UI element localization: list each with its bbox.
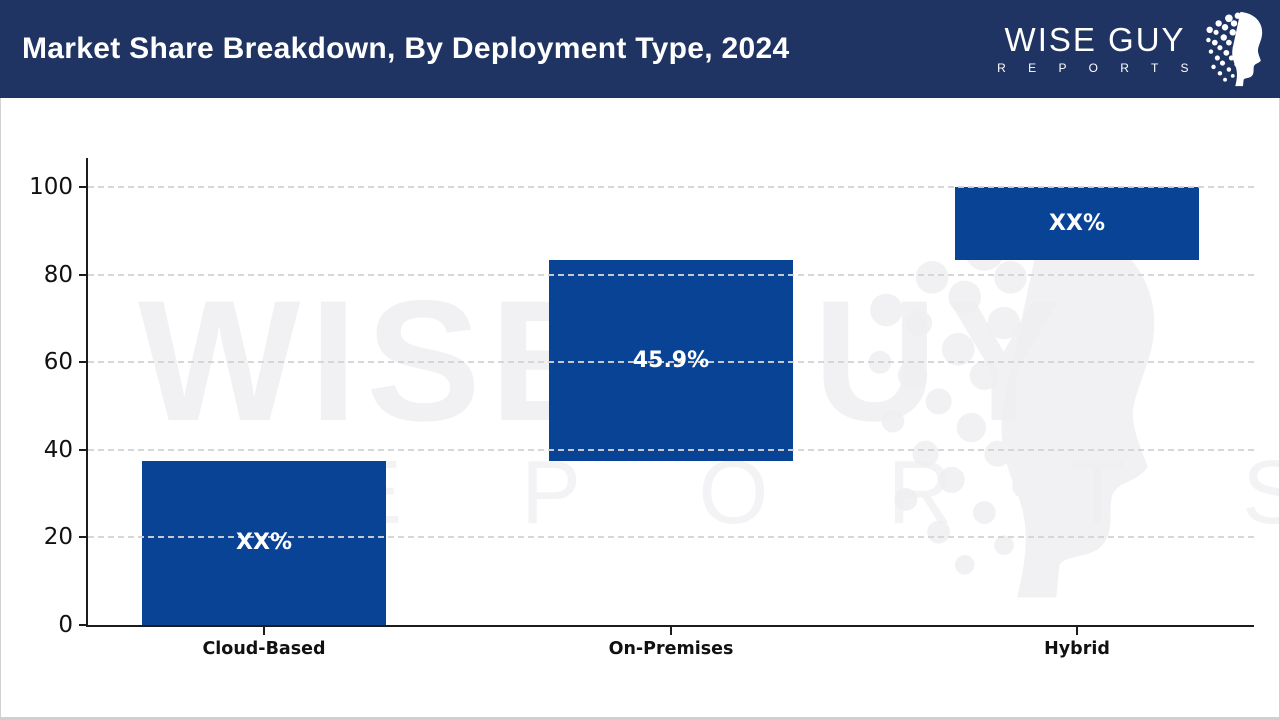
y-axis-tick-label-60: 60 [43,349,73,376]
page-title: Market Share Breakdown, By Deployment Ty… [22,32,790,65]
y-axis-line [86,158,88,627]
y-axis-tick-80 [79,273,88,276]
bar-value-label-hybrid: XX% [1049,210,1105,236]
x-axis-tick-hybrid [1076,627,1078,635]
y-axis-tick-label-0: 0 [58,612,73,638]
y-axis-tick-20 [79,536,88,539]
y-axis-tick-40 [79,448,88,451]
page-edge-left [0,98,1,720]
x-category-label-on-premises: On-Premises [608,639,734,659]
x-axis-line [86,625,1254,627]
bar-value-label-cloud-based: XX% [236,530,292,556]
logo-wordmark: WISE GUY [1004,21,1186,58]
header-banner: Market Share Breakdown, By Deployment Ty… [0,0,1280,98]
dotted-head-icon [1206,11,1263,87]
x-category-label-cloud-based: Cloud-Based [202,639,326,659]
bar-cloud-based [142,460,386,625]
gridline-80 [88,273,1254,276]
wise-guy-reports-logo: WISE GUY R E P O R T S [992,7,1266,91]
y-axis-tick-label-80: 80 [43,261,73,288]
y-axis-tick-60 [79,361,88,364]
logo-text: WISE GUY R E P O R T S [992,23,1198,75]
gridline-40 [88,448,1254,451]
page-edge-bottom [0,717,1280,720]
y-axis-tick-label-20: 20 [43,524,73,551]
bar-on-premises [549,259,793,461]
y-axis-tick-0 [79,624,88,626]
bar-hybrid [955,187,1199,260]
logo-subtitle: R E P O R T S [997,61,1198,75]
y-axis-tick-label-100: 100 [29,174,73,200]
x-axis-tick-on-premises [670,627,672,635]
x-category-label-hybrid: Hybrid [1044,639,1110,659]
gridline-60 [88,361,1254,364]
gridline-100 [88,186,1254,188]
y-axis-tick-label-40: 40 [43,436,73,463]
gridline-20 [88,536,1254,539]
bar-value-label-on-premises: 45.9% [632,347,710,373]
watermark-dotted-head [868,218,1155,598]
x-axis-tick-cloud-based [263,627,265,635]
y-axis-tick-100 [79,186,88,188]
